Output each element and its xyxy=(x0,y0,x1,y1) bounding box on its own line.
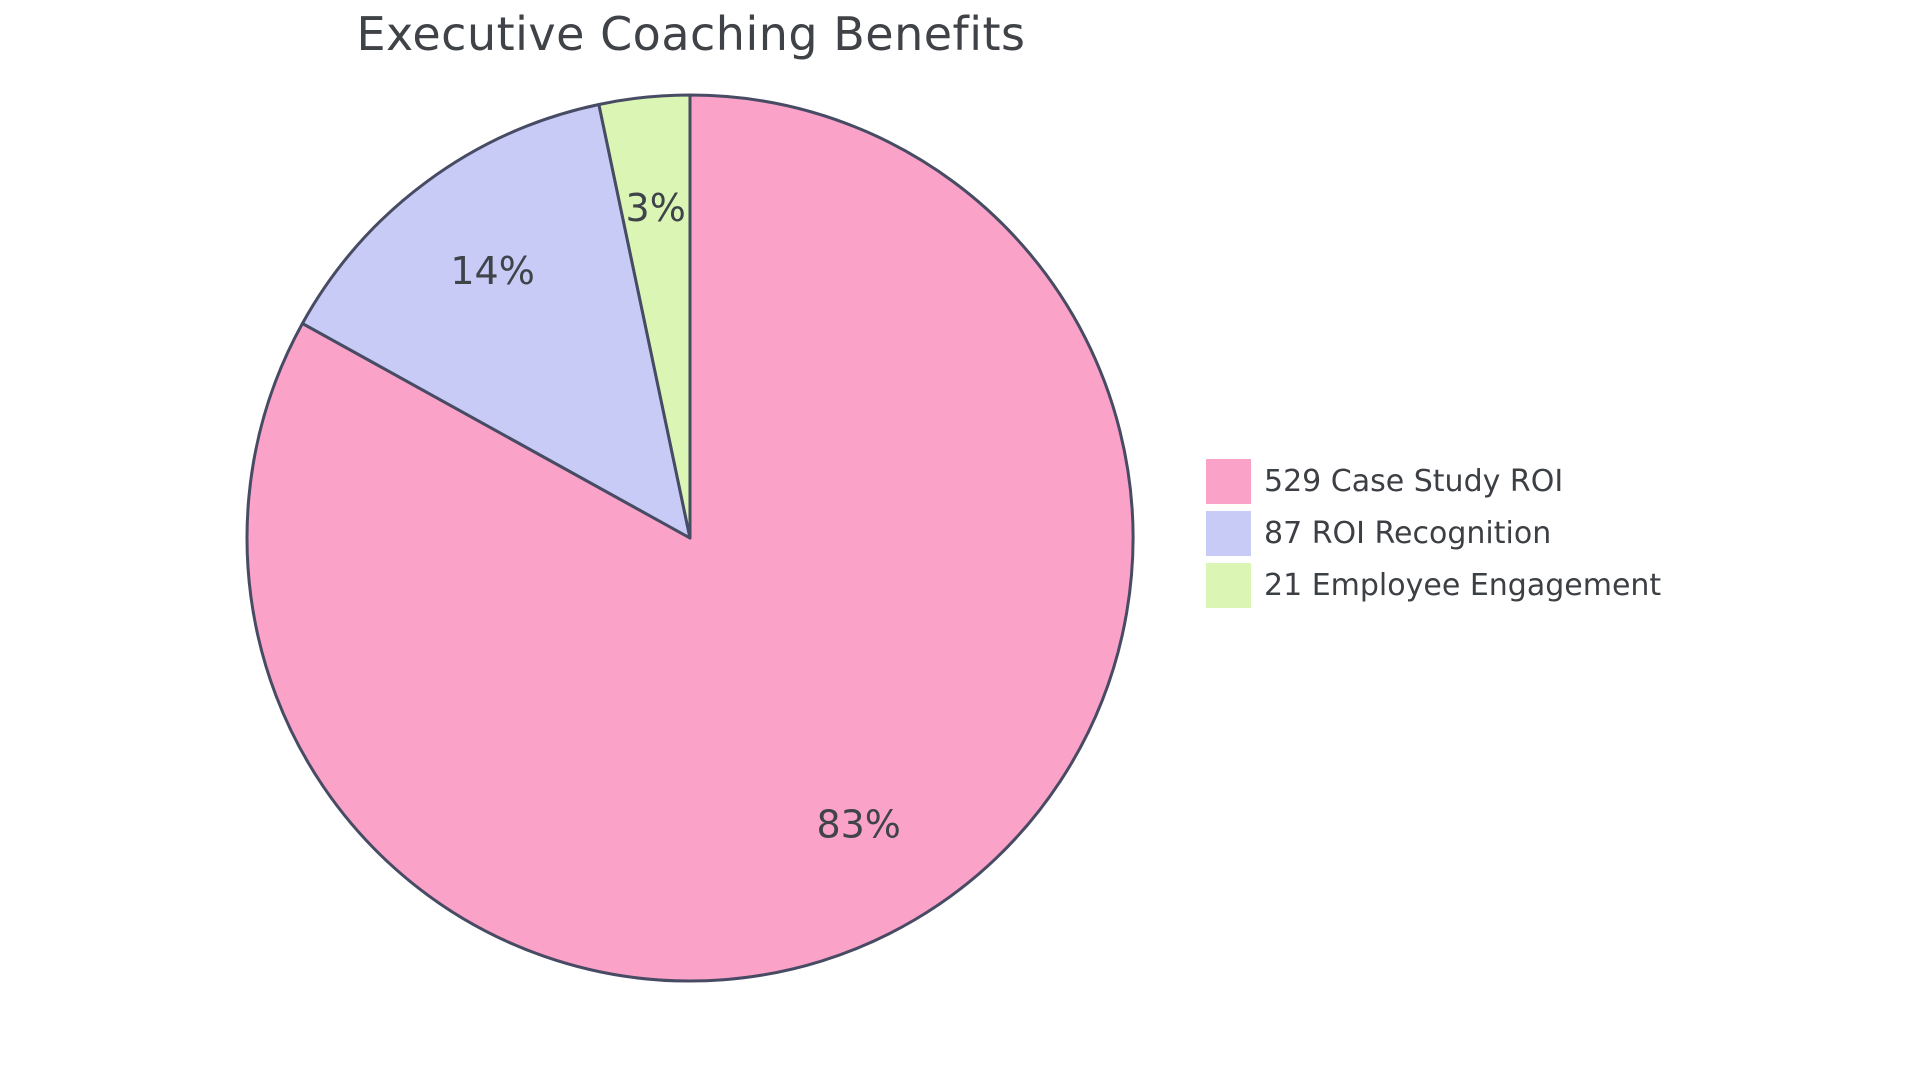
legend-label: 87 ROI Recognition xyxy=(1264,516,1552,551)
legend-swatch xyxy=(1206,563,1251,608)
legend-label: 529 Case Study ROI xyxy=(1264,464,1564,499)
legend-swatch xyxy=(1206,459,1251,504)
legend-label: 21 Employee Engagement xyxy=(1264,568,1662,603)
legend: 529 Case Study ROI 87 ROI Recognition 21 E… xyxy=(1206,459,1661,608)
pie-slice-3 xyxy=(597,93,692,540)
legend-item: 21 Employee Engagement xyxy=(1206,563,1661,608)
pie-percent-label: 83% xyxy=(816,803,900,847)
pie-percent-label: 14% xyxy=(450,249,534,293)
chart-title: Executive Coaching Benefits xyxy=(356,7,1026,61)
legend-swatch xyxy=(1206,511,1251,556)
pie-slice-1 xyxy=(245,93,1135,983)
legend-item: 529 Case Study ROI xyxy=(1206,459,1661,504)
pie-percent-label: 3% xyxy=(626,186,686,230)
pie-slice-2 xyxy=(300,102,692,540)
legend-item: 87 ROI Recognition xyxy=(1206,511,1661,556)
